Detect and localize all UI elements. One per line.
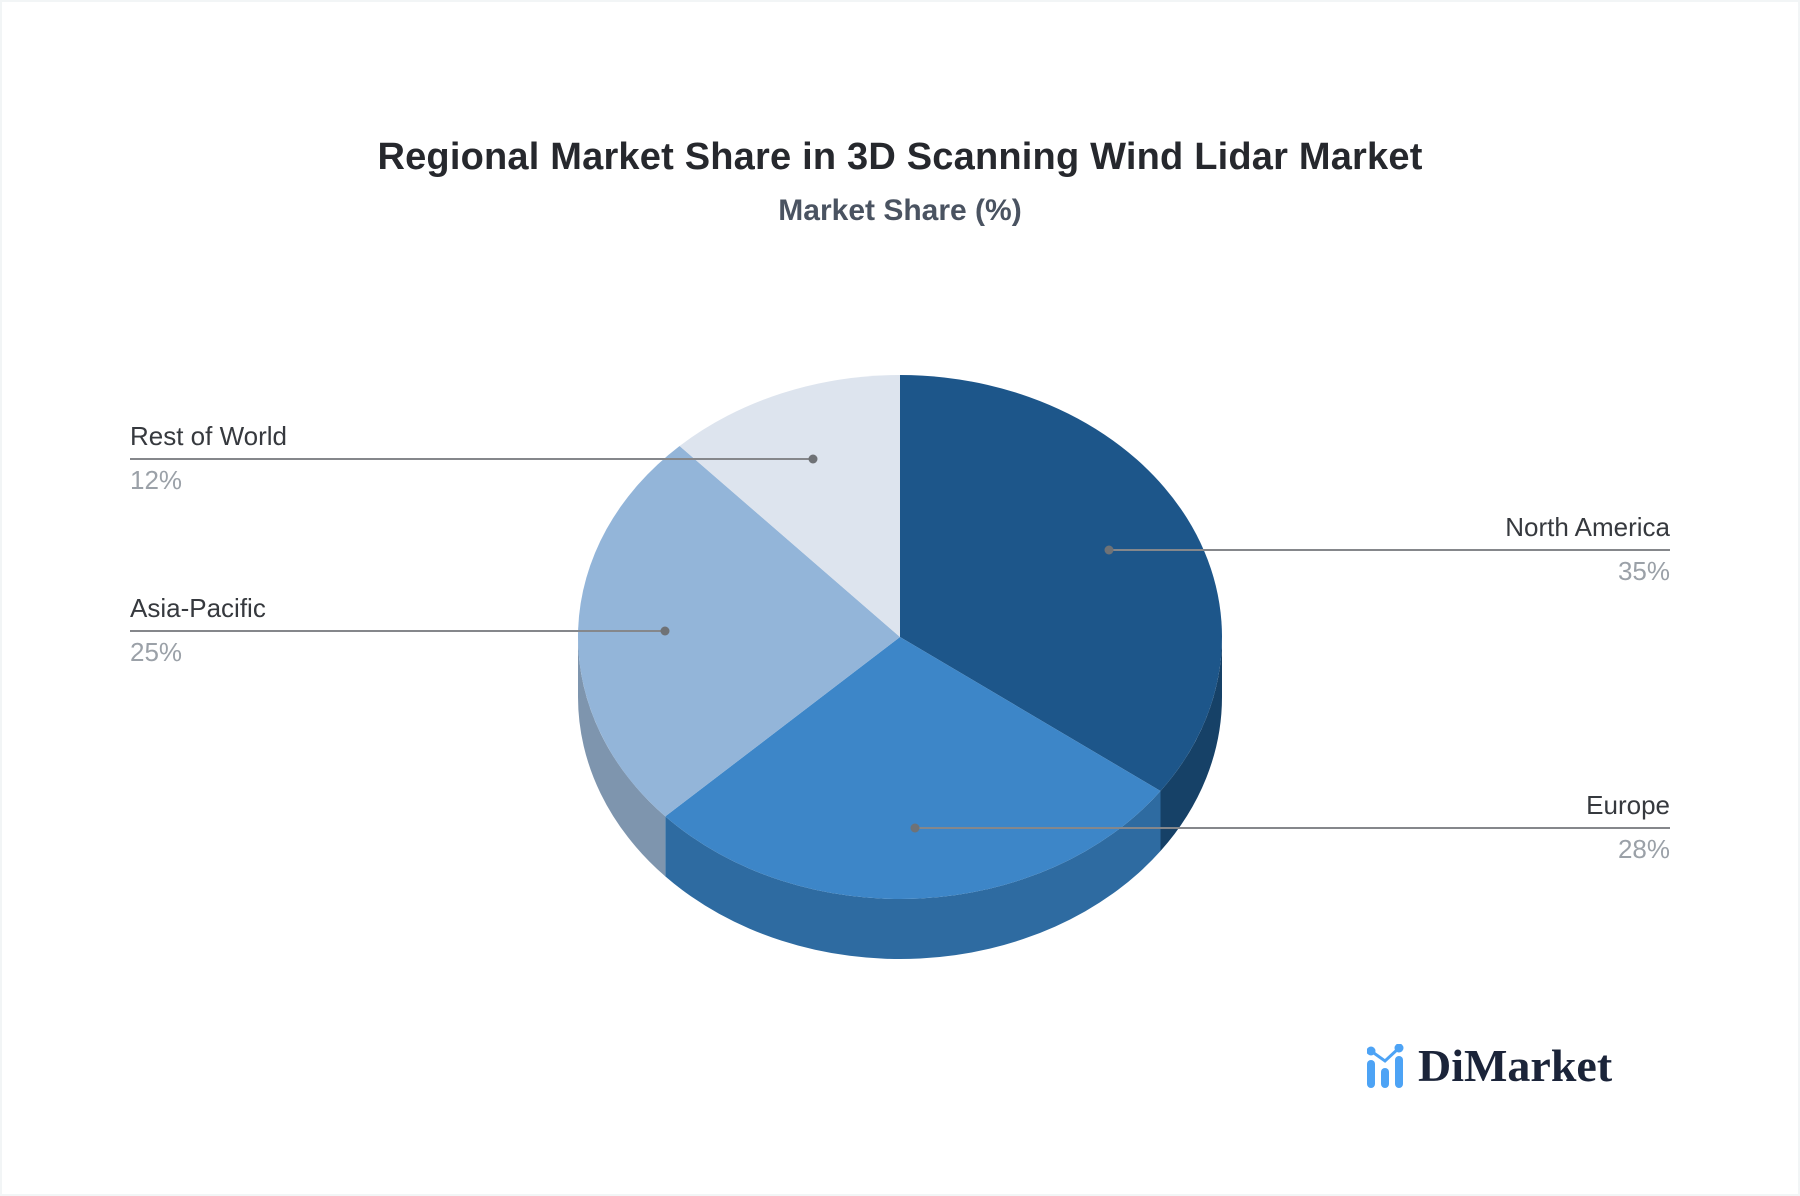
pie-slice-rest-of-world[interactable] bbox=[679, 375, 900, 637]
leader-dot-europe bbox=[910, 823, 920, 833]
leader-dot-rest-of-world bbox=[808, 454, 818, 464]
bar-chart-logo-icon bbox=[1367, 1044, 1404, 1088]
pie-label-name: Asia-Pacific bbox=[130, 593, 266, 623]
chart-title: Regional Market Share in 3D Scanning Win… bbox=[377, 136, 1423, 178]
pie-slice-depth-europe bbox=[665, 791, 1161, 960]
pie-label-value: 35% bbox=[1617, 556, 1670, 586]
brand-watermark[interactable]: DiMarket bbox=[1367, 1042, 1612, 1090]
brand-name: DiMarket bbox=[1418, 1040, 1613, 1091]
pie-label-name: Europe bbox=[1586, 790, 1670, 820]
pie-slice-north-america[interactable] bbox=[900, 375, 1222, 791]
pie-slice-depth-north-america bbox=[1160, 637, 1222, 851]
chart-subtitle: Market Share (%) bbox=[778, 194, 1022, 227]
pie-slice-asia-pacific[interactable] bbox=[577, 446, 900, 817]
pie-label-value: 28% bbox=[1617, 834, 1670, 864]
pie-label-value: 12% bbox=[130, 465, 183, 495]
pie-label-value: 25% bbox=[130, 637, 183, 667]
leader-dot-north-america bbox=[1104, 545, 1114, 555]
pie-label-name: Rest of World bbox=[130, 421, 288, 451]
leader-dot-asia-pacific bbox=[660, 626, 670, 636]
pie-slice-europe[interactable] bbox=[665, 637, 1161, 900]
pie-label-name: North America bbox=[1505, 512, 1670, 542]
pie-slice-depth-asia-pacific bbox=[577, 637, 666, 877]
